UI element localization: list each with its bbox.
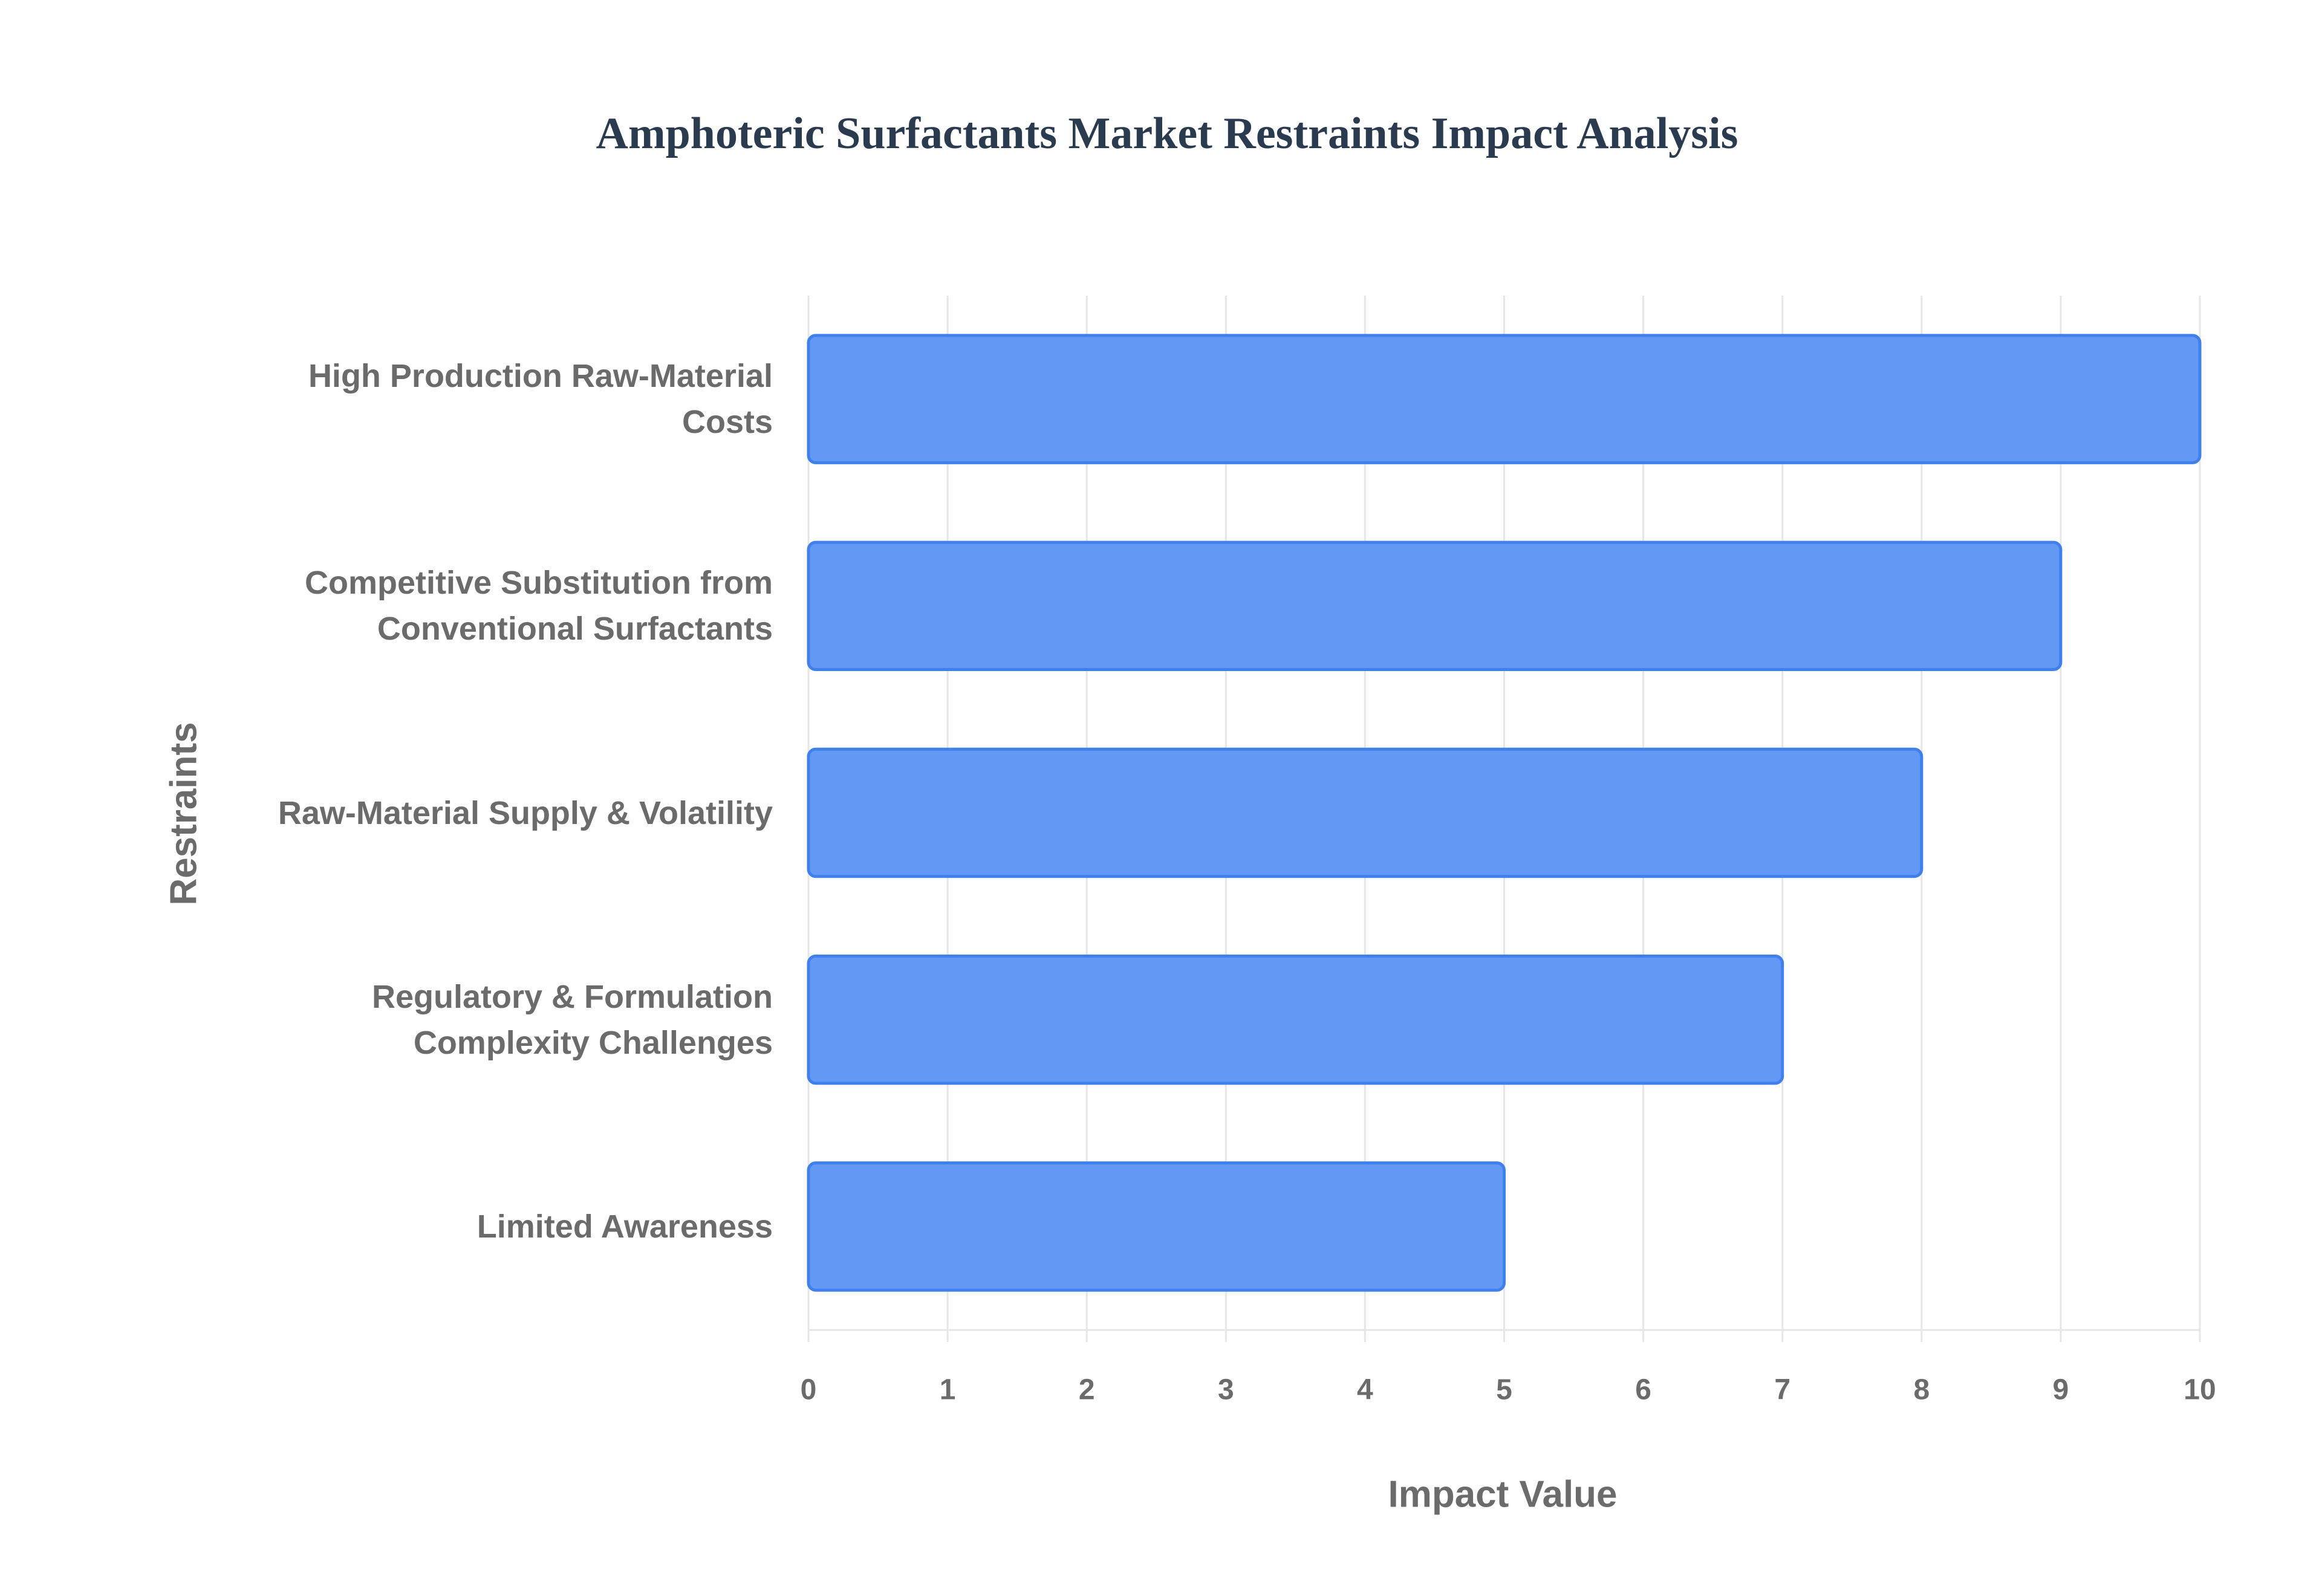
x-tick-label: 0 <box>801 1374 817 1406</box>
bar <box>807 334 2202 464</box>
chart-title: Amphoteric Surfactants Market Restraints… <box>596 109 1738 158</box>
x-axis-label: Impact Value <box>1388 1473 1617 1515</box>
y-tick-label: High Production Raw-Material Costs <box>308 358 773 441</box>
y-axis-label: Restraints <box>163 722 204 905</box>
bar <box>807 1161 1506 1292</box>
x-tick-label: 8 <box>1913 1374 1930 1406</box>
y-tick-label: Raw-Material Supply & Volatility <box>278 794 773 831</box>
x-tick-label: 4 <box>1357 1374 1373 1406</box>
x-tick-label: 6 <box>1635 1374 1651 1406</box>
bar <box>807 540 2063 672</box>
x-tick-label: 10 <box>2184 1374 2216 1406</box>
x-tick-label: 9 <box>2053 1374 2069 1406</box>
bar <box>807 747 1924 878</box>
x-tick-label: 2 <box>1079 1374 1095 1406</box>
x-tick-label: 7 <box>1774 1374 1790 1406</box>
x-tick-label: 3 <box>1218 1374 1234 1406</box>
y-tick-label: Regulatory & Formulation Complexity Chal… <box>371 978 773 1061</box>
y-tick-label: Competitive Substitution from Convention… <box>305 565 773 647</box>
x-tick-label: 5 <box>1496 1374 1512 1406</box>
x-tick-label: 1 <box>940 1374 956 1406</box>
bar <box>807 954 1784 1085</box>
y-tick-label: Limited Awareness <box>476 1208 773 1245</box>
